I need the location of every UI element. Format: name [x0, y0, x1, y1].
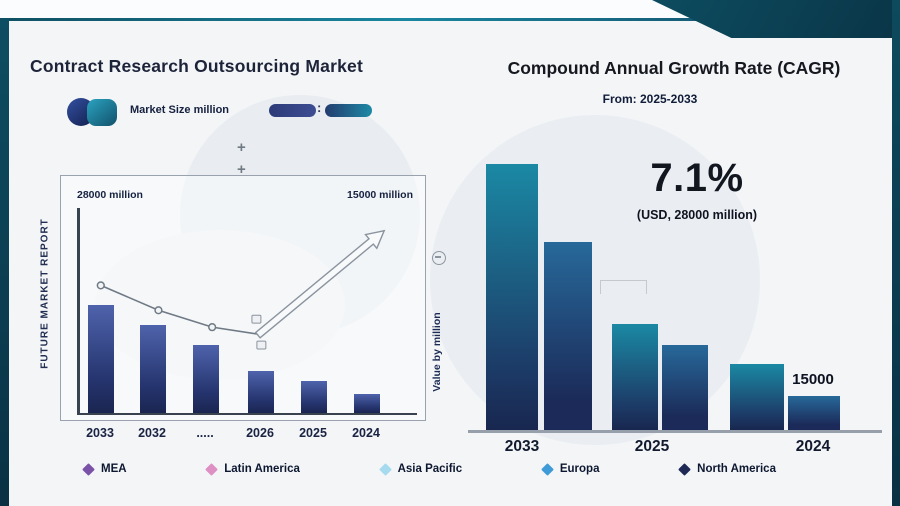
legend-label: Latin America: [224, 463, 300, 475]
right-x-label: 2033: [504, 438, 540, 455]
legend-item-mea: MEA: [82, 462, 127, 476]
left-x-label: 2033: [86, 426, 114, 440]
legend-label: Asia Pacific: [397, 463, 463, 475]
legend-item-north-america: North America: [678, 462, 776, 476]
minus-circle-icon: [432, 251, 446, 265]
right-edge-strip: [892, 0, 900, 506]
legend-diamond-icon: [378, 462, 392, 476]
x-axis: [77, 412, 417, 415]
left-x-label: 2032: [138, 426, 166, 440]
left-bar-2033: [88, 305, 114, 413]
market-size-cylinder-icon: [87, 99, 117, 126]
right-bar-2024-2: [788, 396, 840, 430]
cagr-value: 7.1%: [650, 156, 744, 200]
plus-decoration: +: [237, 139, 246, 156]
cagr-baseline: [468, 430, 882, 433]
right-bar-2033-2: [544, 242, 592, 430]
left-bar-2024: [354, 394, 380, 413]
legend-diamond-icon: [540, 462, 554, 476]
left-watermark: FUTURE MARKET REPORT: [39, 218, 51, 369]
right-x-label: 2024: [795, 438, 831, 455]
right-bar-2025-2: [662, 345, 708, 430]
y-axis: [77, 208, 80, 415]
legend-diamond-icon: [82, 462, 95, 476]
navy-pill-icon: [269, 104, 316, 117]
market-size-label: Market Size million: [130, 104, 230, 116]
right-bar-2033-1: [486, 164, 538, 430]
right-x-label: 2025: [634, 438, 670, 455]
page-title: Contract Research Outsourcing Market: [30, 56, 363, 76]
pill-separator: :: [317, 100, 322, 115]
legend-diamond-icon: [678, 462, 692, 476]
right-bar-2024-1: [730, 364, 784, 430]
cagr-title: Compound Annual Growth Rate (CAGR): [507, 58, 841, 78]
chart-max-label: 28000 million: [77, 189, 143, 201]
left-edge-strip: [0, 18, 9, 506]
region-legend: MEA Latin America Asia Pacific Europa North …: [82, 462, 776, 476]
left-x-label: 2026: [246, 426, 274, 440]
legend-item-europa: Europa: [540, 462, 600, 476]
value-label-15000: 15000: [792, 371, 834, 388]
left-x-label: .....: [196, 426, 214, 440]
teal-pill-icon: [325, 104, 372, 117]
left-x-label: 2025: [299, 426, 327, 440]
legend-label: MEA: [101, 463, 127, 475]
left-bar-.....: [193, 345, 219, 413]
left-x-label: 2024: [352, 426, 380, 440]
plus-decoration: +: [237, 161, 246, 178]
left-bar-2025: [301, 381, 327, 413]
right-bar-2025-1: [612, 324, 658, 430]
top-accent-line: [0, 18, 900, 21]
cagr-caption: (USD, 28000 million): [636, 208, 758, 222]
step-decoration: [600, 280, 647, 294]
value-axis-label: Value by million: [431, 312, 443, 392]
legend-label: North America: [697, 463, 776, 475]
legend-label: Europa: [559, 463, 600, 475]
legend-item-latin-america: Latin America: [205, 462, 300, 476]
left-bars-layer: [61, 176, 425, 420]
market-size-chart: 28000 million 15000 million: [60, 175, 426, 421]
left-bar-2032: [140, 325, 166, 413]
chart-end-label: 15000 million: [347, 189, 413, 201]
legend-diamond-icon: [205, 462, 219, 476]
cagr-subtitle: From: 2025-2033: [602, 92, 698, 106]
legend-item-asia-pacific: Asia Pacific: [378, 462, 463, 476]
left-bar-2026: [248, 371, 274, 413]
